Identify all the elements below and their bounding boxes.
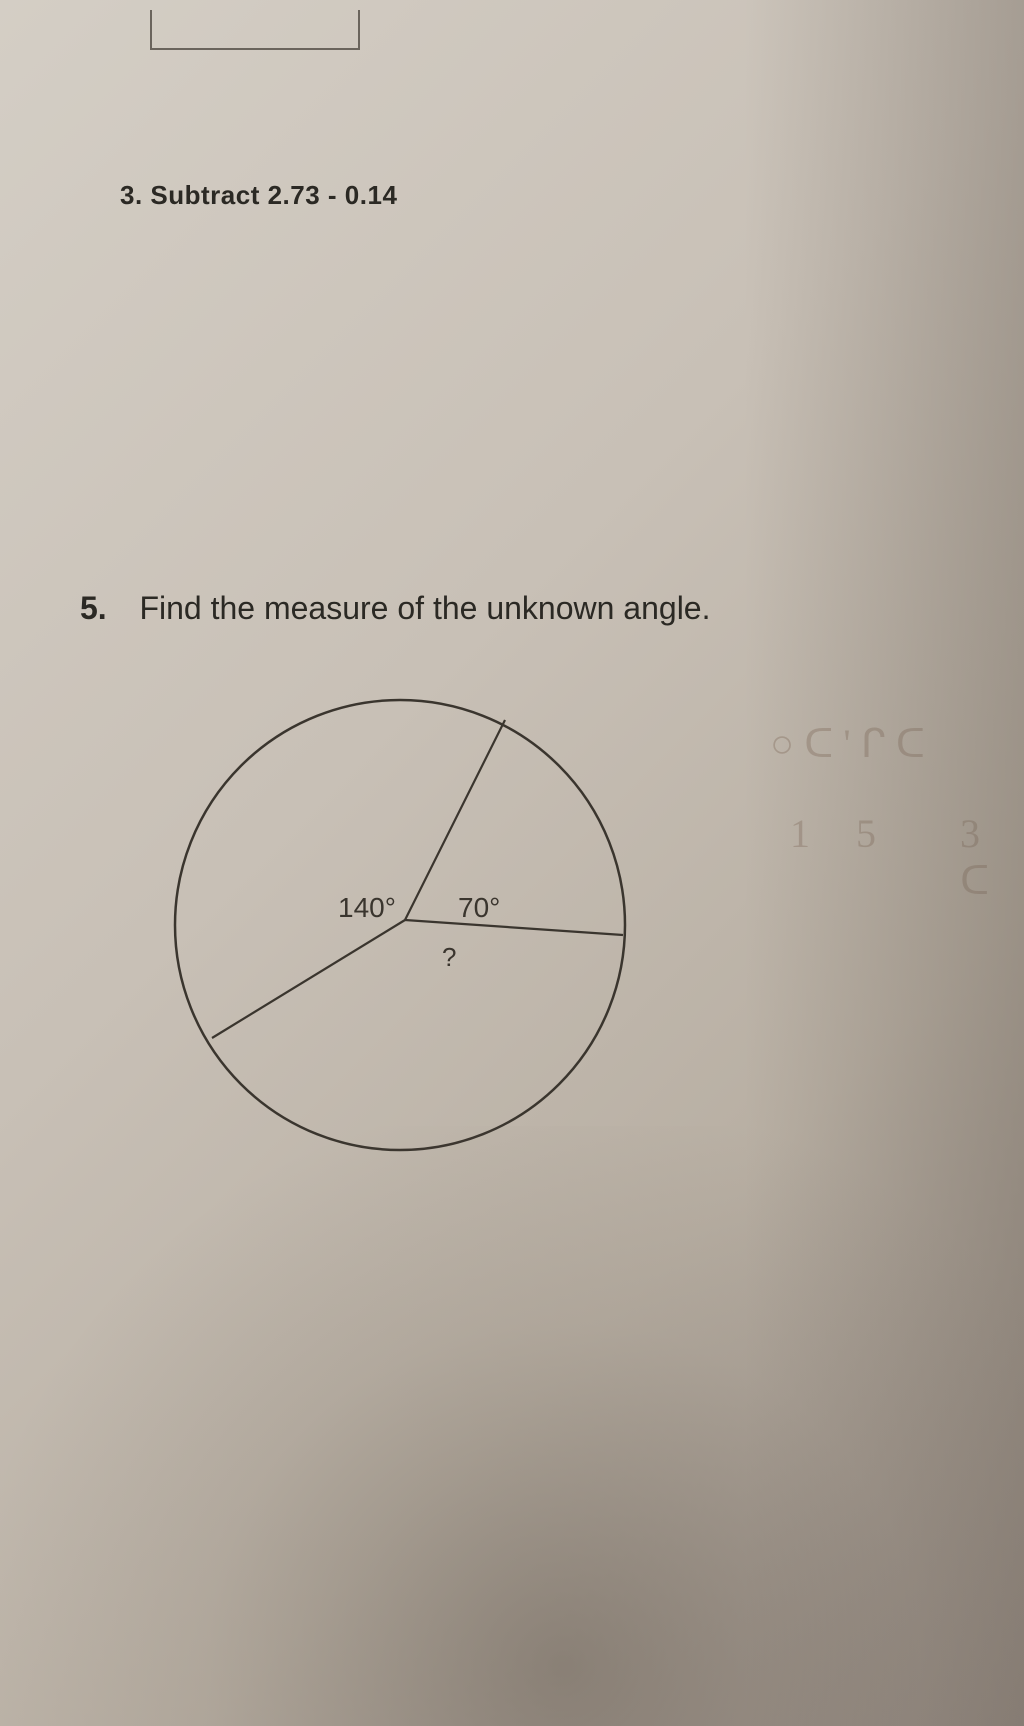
diagram-svg xyxy=(140,680,660,1200)
bottom-shadow-overlay xyxy=(0,1126,1024,1726)
question-3: 3. Subtract 2.73 - 0.14 xyxy=(120,180,397,211)
handwriting-line-2: 1 5 xyxy=(790,810,894,857)
question-5: 5. Find the measure of the unknown angle… xyxy=(80,590,710,627)
question-3-text: 3. Subtract 2.73 - 0.14 xyxy=(120,180,397,210)
angle-circle-diagram: 140° 70° ? xyxy=(140,680,660,1200)
question-5-text: Find the measure of the unknown angle. xyxy=(139,590,710,627)
answer-box-fragment xyxy=(150,10,360,50)
handwriting-line-3: 3 ᑕ xyxy=(960,810,1024,904)
radius-3 xyxy=(212,920,405,1038)
radius-1 xyxy=(405,720,505,920)
question-5-number: 5. xyxy=(80,590,135,627)
angle-label-70: 70° xyxy=(458,892,500,924)
diagram-circle xyxy=(175,700,625,1150)
radius-2 xyxy=(405,920,623,935)
angle-label-unknown: ? xyxy=(442,942,456,973)
angle-label-140: 140° xyxy=(338,892,396,924)
handwriting-line-1: ○ ᑕ ' ᒋ ᑕ xyxy=(770,720,925,767)
